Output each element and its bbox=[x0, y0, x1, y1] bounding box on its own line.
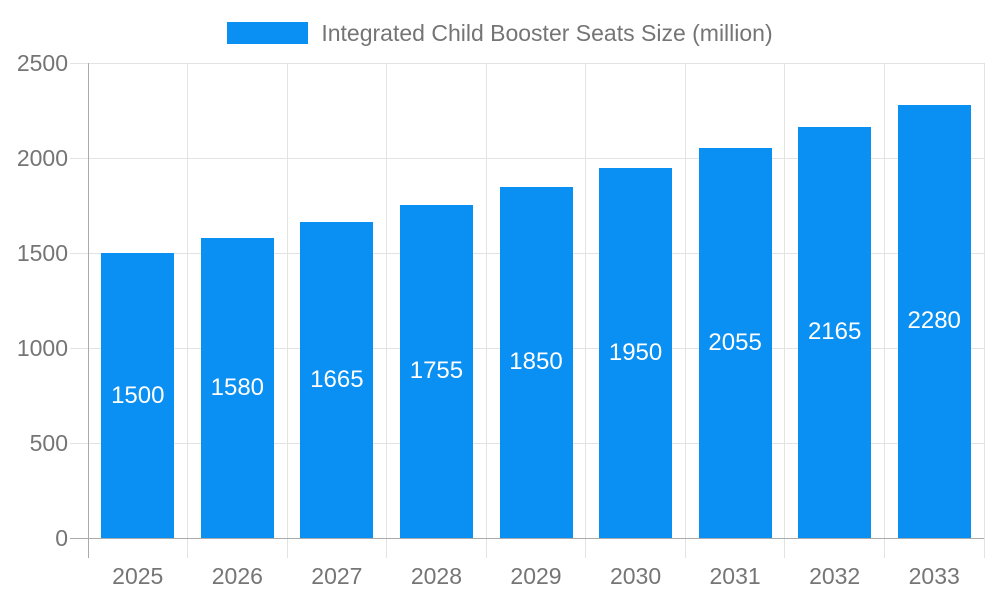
bar-value-label: 1580 bbox=[210, 373, 265, 401]
x-gridline bbox=[386, 63, 388, 558]
x-gridline bbox=[983, 63, 985, 558]
x-axis-tick-label: 2033 bbox=[908, 563, 960, 589]
legend-swatch-icon bbox=[227, 22, 309, 44]
x-gridline bbox=[286, 63, 288, 558]
legend-item[interactable]: Integrated Child Booster Seats Size (mil… bbox=[0, 20, 1000, 46]
bar[interactable]: 1665 bbox=[300, 221, 374, 538]
x-gridline bbox=[585, 63, 587, 558]
y-axis-tick-label: 2500 bbox=[16, 50, 68, 76]
x-axis-tick-label: 2030 bbox=[609, 563, 662, 589]
bar-value-label: 1755 bbox=[409, 357, 464, 385]
x-axis-tick-label: 2025 bbox=[112, 563, 164, 589]
bar-value-label: 1950 bbox=[608, 338, 663, 366]
bar[interactable]: 1950 bbox=[599, 167, 673, 538]
bar[interactable]: 1755 bbox=[399, 204, 473, 538]
y-gridline bbox=[70, 157, 984, 159]
x-gridline bbox=[485, 63, 487, 558]
bar-value-label: 1500 bbox=[111, 381, 165, 409]
x-axis-tick-label: 2031 bbox=[709, 563, 761, 589]
x-gridline bbox=[784, 63, 786, 558]
y-axis-tick-label: 1000 bbox=[16, 335, 68, 361]
x-axis-tick-label: 2027 bbox=[311, 563, 363, 589]
bar[interactable]: 1850 bbox=[499, 186, 573, 538]
bar-value-label: 2165 bbox=[807, 318, 862, 346]
y-axis-tick-label: 500 bbox=[29, 430, 68, 456]
x-axis-tick-label: 2028 bbox=[410, 563, 463, 589]
bar[interactable]: 2165 bbox=[798, 126, 872, 538]
plot-area: 1500 1580 1665 1755 1850 1950 2055 2165 2280 bbox=[70, 62, 985, 558]
bar-value-label: 1850 bbox=[509, 348, 563, 376]
x-axis-tick-label: 2026 bbox=[211, 563, 263, 589]
y-gridline bbox=[70, 62, 984, 64]
y-axis-line bbox=[88, 63, 89, 558]
y-axis-tick-label: 1500 bbox=[16, 240, 68, 266]
x-axis-tick-label: 2032 bbox=[809, 563, 861, 589]
bar[interactable]: 1580 bbox=[200, 237, 274, 538]
bar-value-label: 2280 bbox=[907, 307, 961, 335]
bar[interactable]: 1500 bbox=[101, 253, 175, 538]
x-gridline bbox=[187, 63, 189, 558]
bar-value-label: 1665 bbox=[310, 365, 364, 393]
bar[interactable]: 2280 bbox=[897, 104, 971, 538]
x-gridline bbox=[883, 63, 885, 558]
x-axis-tick-label: 2029 bbox=[510, 563, 562, 589]
bar[interactable]: 2055 bbox=[698, 147, 772, 538]
x-axis-baseline bbox=[70, 537, 984, 539]
bar-value-label: 2055 bbox=[708, 328, 762, 356]
y-axis-tick-label: 2000 bbox=[16, 145, 68, 171]
y-axis-tick-label: 0 bbox=[55, 525, 68, 551]
x-gridline bbox=[684, 63, 686, 558]
legend-label: Integrated Child Booster Seats Size (mil… bbox=[321, 20, 773, 46]
